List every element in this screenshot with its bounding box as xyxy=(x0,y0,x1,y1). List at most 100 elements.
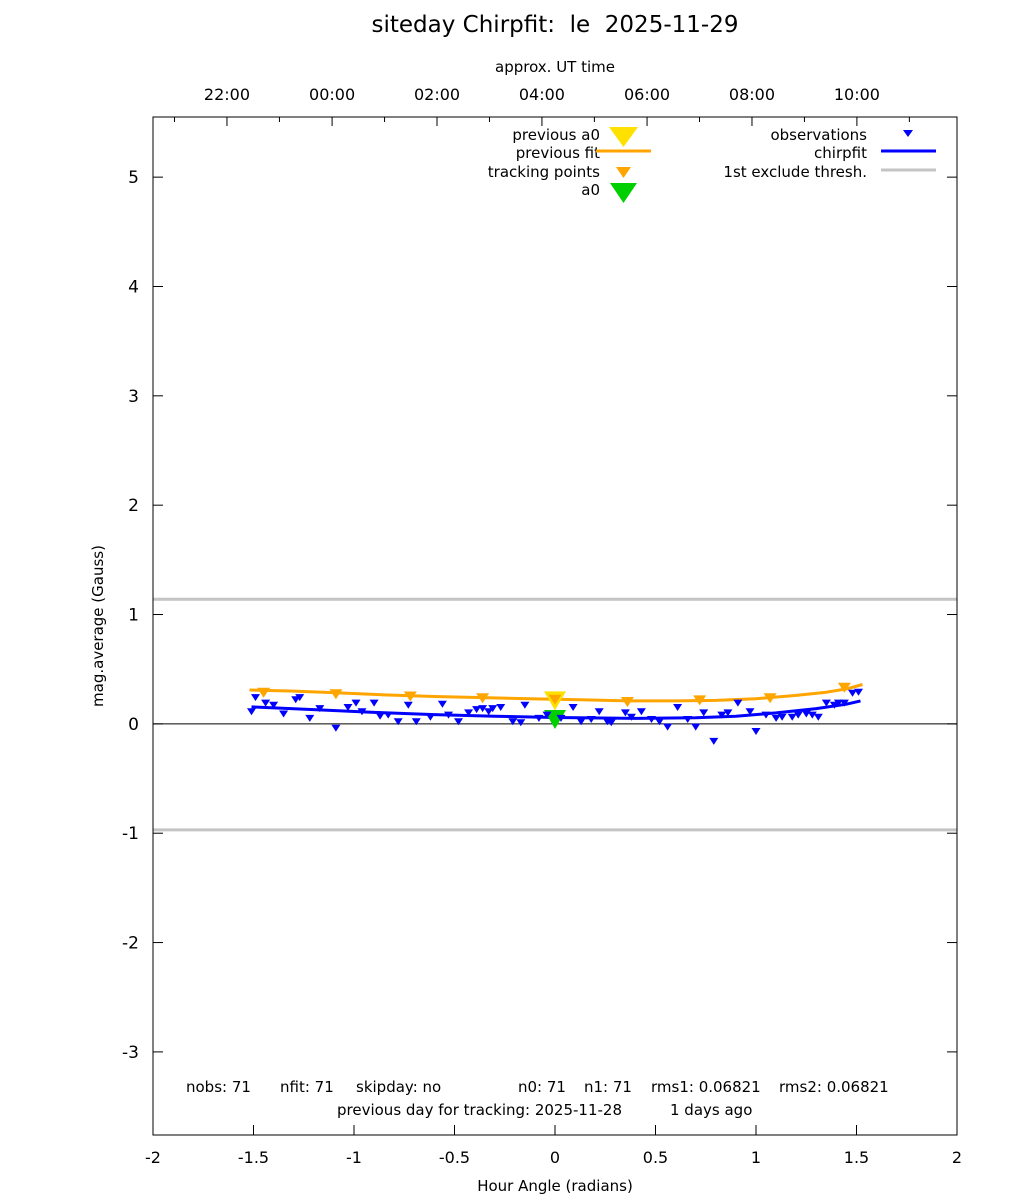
plot-data xyxy=(153,597,957,832)
observation-marker xyxy=(709,737,719,745)
observation-marker xyxy=(351,699,361,707)
y-tick-label: 3 xyxy=(128,387,139,407)
y-tick-label: 1 xyxy=(128,606,139,626)
observation-marker xyxy=(663,723,673,731)
observation-marker xyxy=(508,718,518,726)
observation-marker xyxy=(556,714,566,722)
observation-marker xyxy=(606,719,616,727)
observation-marker xyxy=(733,699,743,707)
y-tick-label: 4 xyxy=(128,277,139,297)
x-tick-label: -2 xyxy=(145,1148,161,1167)
x-tick-label: -1.5 xyxy=(238,1148,269,1167)
observation-marker xyxy=(315,705,325,713)
stat-rms2: rms2: 0.06821 xyxy=(779,1078,889,1096)
legend-marker-a0-icon xyxy=(610,183,637,203)
legend-label-exclude-thresh: 1st exclude thresh. xyxy=(723,163,867,181)
chirpfit-line xyxy=(251,699,861,720)
observation-marker xyxy=(305,714,315,722)
observation-marker xyxy=(251,694,260,702)
observation-marker xyxy=(761,711,771,719)
tracking-point-marker xyxy=(837,682,851,693)
y-tick-label: -3 xyxy=(122,1043,139,1063)
x-tick-label: 1.5 xyxy=(844,1148,869,1167)
tracking-point-marker xyxy=(476,693,490,704)
observation-marker xyxy=(484,708,494,716)
stat-nobs: nobs: 71 xyxy=(186,1078,251,1096)
observation-marker xyxy=(279,710,289,718)
observation-marker xyxy=(534,714,544,722)
stat-nfit: nfit: 71 xyxy=(280,1078,334,1096)
a0-marker xyxy=(544,710,566,729)
top-tick-label: 06:00 xyxy=(624,85,670,104)
observation-marker xyxy=(717,711,727,719)
observation-marker xyxy=(478,705,488,713)
observation-marker xyxy=(247,708,256,716)
observation-marker xyxy=(464,709,474,717)
tracking-point-marker xyxy=(403,691,417,702)
observation-marker xyxy=(655,718,664,726)
y-tick-label: 0 xyxy=(128,715,139,735)
stat-n1: n1: 71 xyxy=(584,1078,632,1096)
observation-marker xyxy=(777,713,787,721)
y-tick-label: -2 xyxy=(122,934,139,954)
observation-marker xyxy=(647,716,656,723)
tracking-point-marker xyxy=(620,697,634,707)
x-tick-label: -0.5 xyxy=(439,1148,470,1167)
observation-marker xyxy=(787,713,797,721)
legend-label-a0: a0 xyxy=(581,181,600,199)
observation-marker xyxy=(343,704,353,711)
observation-marker xyxy=(793,711,803,719)
observation-marker xyxy=(833,699,843,707)
observation-marker xyxy=(620,709,630,717)
stat-rms1: rms1: 0.06821 xyxy=(651,1078,761,1096)
observation-marker xyxy=(576,718,586,726)
x-tick-label: 1 xyxy=(751,1148,761,1167)
stat-previous-day: previous day for tracking: 2025-11-28 xyxy=(337,1101,622,1119)
legend: previous a0 previous fit tracking points… xyxy=(488,126,936,203)
observation-marker xyxy=(403,701,413,709)
observation-marker xyxy=(636,708,646,716)
axes: -3 -2 -1 0 1 2 3 4 5 -2 -1.5 -1 -0.5 0 0.5 1 1.5 2 22:00 00… xyxy=(122,85,962,1167)
observation-marker xyxy=(745,708,755,716)
observation-marker xyxy=(848,689,857,697)
observation-marker xyxy=(813,713,823,721)
stat-days-ago: 1 days ago xyxy=(670,1101,752,1119)
y-tick-label: -1 xyxy=(122,824,139,844)
observation-marker xyxy=(771,714,781,722)
observation-marker xyxy=(295,694,305,702)
observation-marker xyxy=(594,708,604,716)
top-tick-label: 10:00 xyxy=(834,85,880,104)
observation-marker xyxy=(488,705,498,713)
x-tick-label: 2 xyxy=(952,1148,962,1167)
plot-border xyxy=(152,116,958,1136)
observation-marker xyxy=(425,713,435,721)
observation-marker xyxy=(691,723,701,731)
y-axis-title: mag.average (Gauss) xyxy=(89,545,107,707)
observation-marker xyxy=(821,699,831,707)
observation-marker xyxy=(683,716,693,723)
observation-marker xyxy=(807,711,817,719)
legend-marker-observations-icon xyxy=(903,130,913,137)
observation-marker xyxy=(839,699,849,707)
top-tick-label: 00:00 xyxy=(309,85,355,104)
previous-fit-line xyxy=(249,683,863,703)
top-axis-title: approx. UT time xyxy=(495,58,615,76)
tracking-point-marker xyxy=(548,694,562,705)
observation-marker xyxy=(331,724,341,732)
observation-marker xyxy=(520,701,530,709)
x-tick-label: 0 xyxy=(550,1148,560,1167)
legend-label-previous-a0: previous a0 xyxy=(512,126,600,144)
observation-marker xyxy=(568,704,578,711)
top-tick-label: 08:00 xyxy=(729,85,775,104)
observation-marker xyxy=(437,700,447,708)
x-tick-label: -1 xyxy=(346,1148,362,1167)
tracking-point-marker xyxy=(329,689,343,700)
top-tick-label: 04:00 xyxy=(519,85,565,104)
stat-n0: n0: 71 xyxy=(518,1078,566,1096)
observation-marker xyxy=(626,713,636,721)
observation-marker xyxy=(383,711,393,719)
top-tick-label: 02:00 xyxy=(414,85,460,104)
x-tick-label: 0.5 xyxy=(643,1148,668,1167)
observation-marker xyxy=(542,711,552,719)
stats-block: nobs: 71 nfit: 71 skipday: no n0: 71 n1:… xyxy=(186,1078,889,1119)
